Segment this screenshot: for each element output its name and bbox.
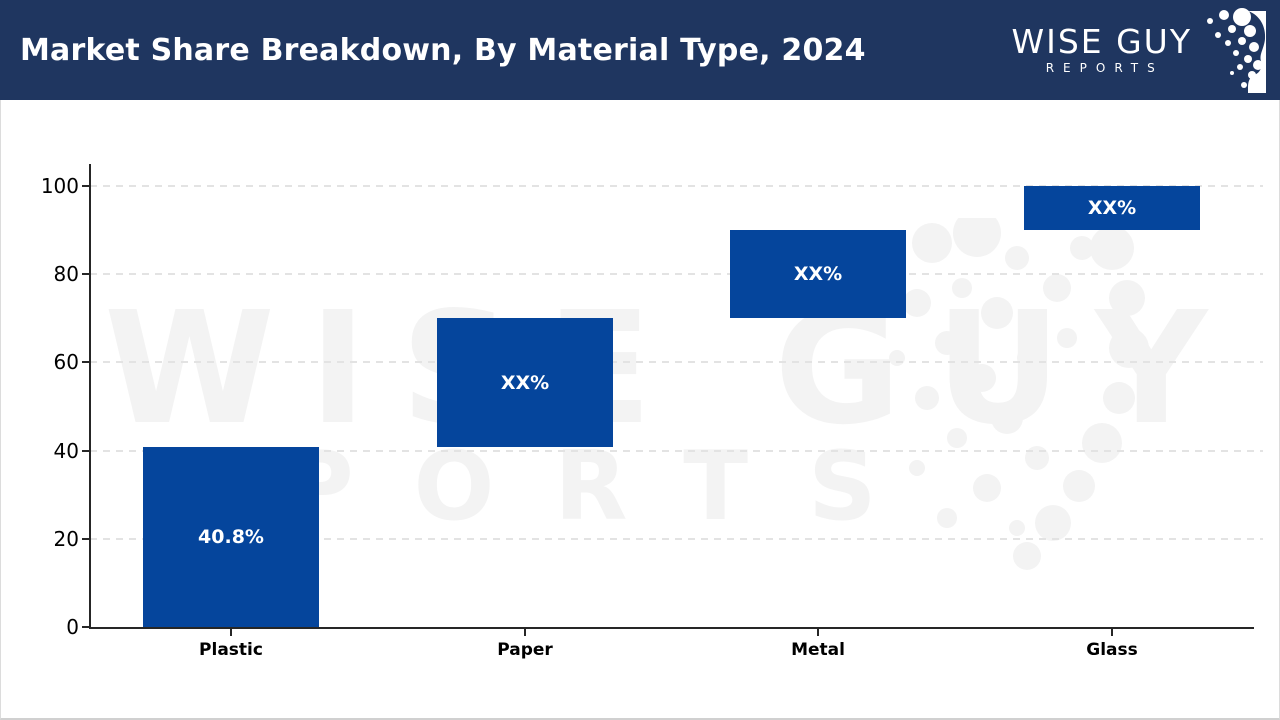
y-tick-label-20: 20 xyxy=(53,526,79,551)
x-axis-tick-plastic xyxy=(230,629,232,636)
page-title: Market Share Breakdown, By Material Type… xyxy=(20,32,866,68)
y-axis-line xyxy=(89,163,91,629)
y-axis-tick-40 xyxy=(82,449,90,452)
y-axis-tick-20 xyxy=(82,537,90,540)
gridline-40 xyxy=(90,449,1263,452)
gridline-60 xyxy=(90,361,1263,364)
bar-plastic xyxy=(143,447,319,627)
plot-region: 0 20 40 60 80 100 40.8% Plastic XX% Paper XX% Metal… xyxy=(1,100,1280,720)
watermark-head-dots-graphic xyxy=(873,218,1149,570)
x-axis-line xyxy=(89,627,1254,629)
gridline-80 xyxy=(90,273,1263,276)
y-axis-tick-100 xyxy=(82,185,90,187)
bar-value-label-metal: XX% xyxy=(793,263,843,286)
logo-wordmark: WISE GUY xyxy=(1011,21,1192,61)
x-axis-tick-glass xyxy=(1111,629,1113,636)
y-tick-label-100: 100 xyxy=(40,174,79,198)
header-bar: Market Share Breakdown, By Material Type… xyxy=(0,0,1280,100)
x-tick-label-metal: Metal xyxy=(791,640,845,660)
x-tick-label-paper: Paper xyxy=(497,640,553,660)
bar-glass xyxy=(1024,186,1200,231)
y-tick-label-40: 40 xyxy=(53,438,79,463)
y-tick-label-60: 60 xyxy=(53,350,79,375)
gridline-20 xyxy=(90,537,1263,540)
bar-value-label-paper: XX% xyxy=(500,371,550,394)
y-tick-label-0: 0 xyxy=(66,615,79,639)
x-axis-tick-metal xyxy=(817,629,819,636)
gridline-100 xyxy=(90,185,1263,187)
bar-value-label-plastic: 40.8% xyxy=(198,526,264,549)
y-tick-label-80: 80 xyxy=(53,262,79,287)
logo-head-icon xyxy=(1207,8,1266,93)
wise-guy-logo: WISE GUY REPORTS xyxy=(1011,6,1266,94)
x-tick-label-glass: Glass xyxy=(1086,640,1138,660)
bar-value-label-glass: XX% xyxy=(1087,197,1137,220)
watermark-text-line1: WISE GUY xyxy=(104,278,1242,459)
chart-canvas: WISE GUY PORTS 0 20 40 60 80 100 40.8% Plastic X… xyxy=(0,100,1280,720)
y-axis-tick-0 xyxy=(82,626,90,628)
bar-metal xyxy=(730,230,906,319)
x-tick-label-plastic: Plastic xyxy=(199,640,263,660)
y-axis-tick-60 xyxy=(82,361,90,364)
x-axis-tick-paper xyxy=(524,629,526,636)
logo-text: WISE GUY REPORTS xyxy=(1011,21,1192,76)
y-axis-tick-80 xyxy=(82,273,90,276)
logo-subtitle: REPORTS xyxy=(1045,61,1164,76)
bar-paper xyxy=(437,318,613,448)
